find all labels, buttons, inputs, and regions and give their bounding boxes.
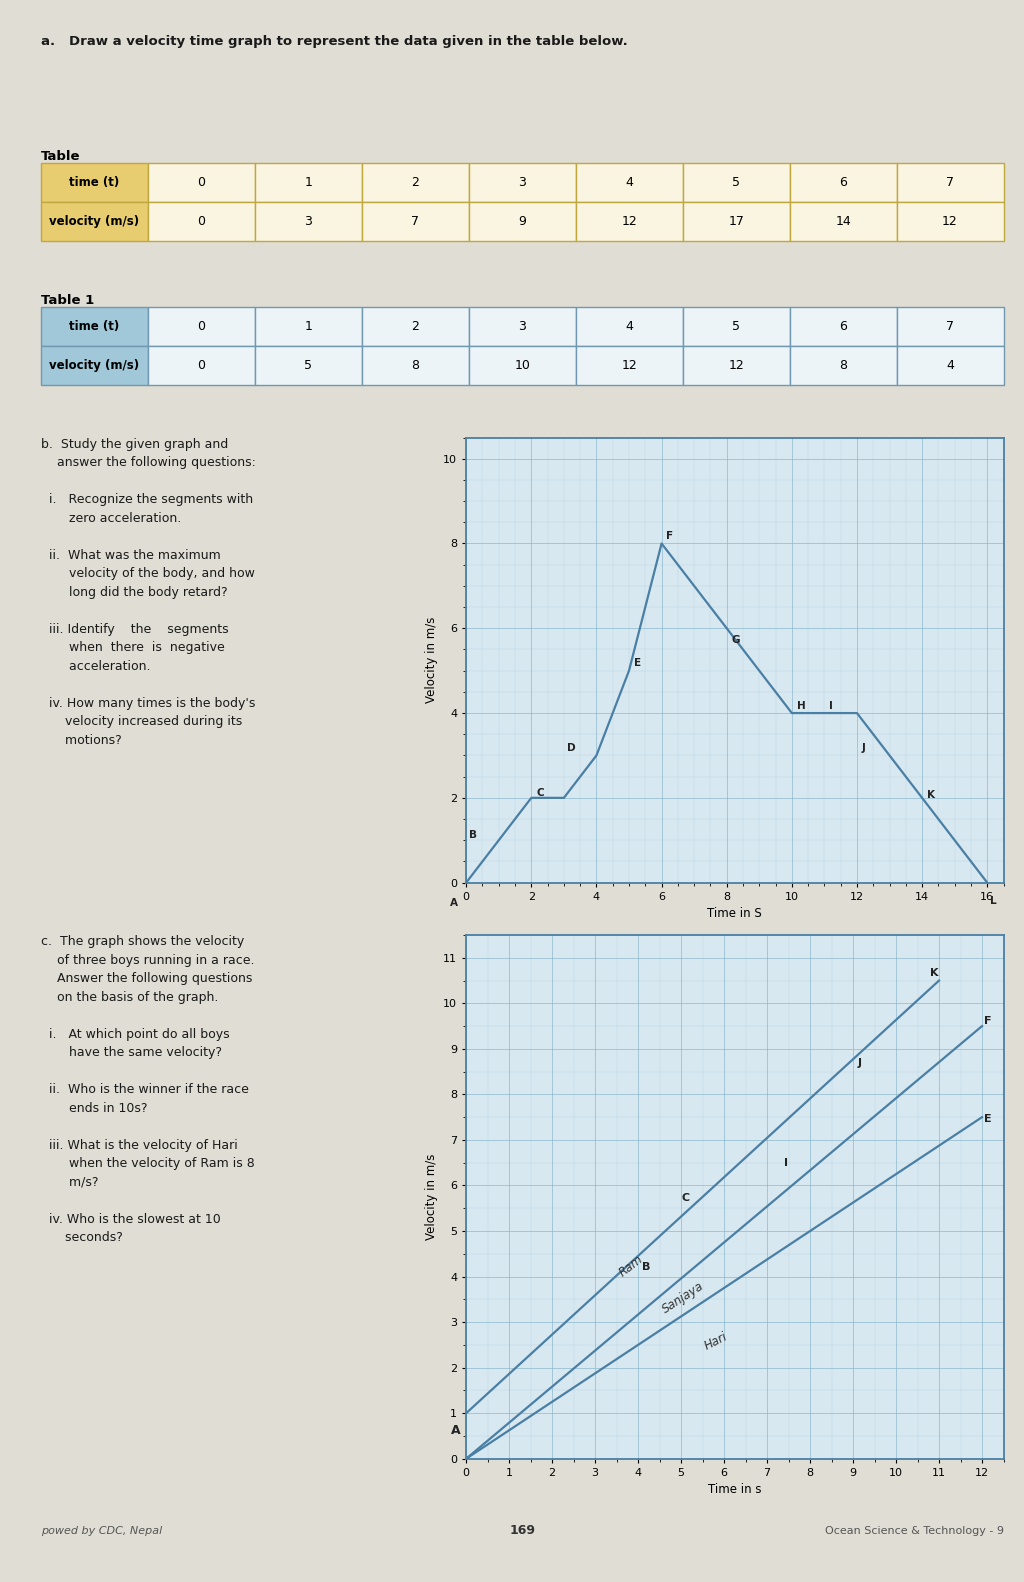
Text: L: L bbox=[990, 895, 997, 906]
Text: K: K bbox=[931, 968, 939, 978]
Text: A: A bbox=[452, 1424, 461, 1436]
Text: a.   Draw a velocity time graph to represent the data given in the table below.: a. Draw a velocity time graph to represe… bbox=[41, 35, 628, 47]
Text: 169: 169 bbox=[509, 1523, 536, 1538]
Text: b.  Study the given graph and
    answer the following questions:

  i.   Recogn: b. Study the given graph and answer the … bbox=[41, 438, 256, 747]
Text: Hari: Hari bbox=[702, 1330, 730, 1353]
Text: F: F bbox=[984, 1016, 991, 1025]
Text: K: K bbox=[927, 789, 935, 800]
Text: G: G bbox=[731, 634, 740, 645]
Text: B: B bbox=[469, 831, 477, 840]
Text: C: C bbox=[537, 788, 544, 797]
Text: Ocean Science & Technology - 9: Ocean Science & Technology - 9 bbox=[824, 1525, 1004, 1536]
Text: Ram: Ram bbox=[616, 1253, 646, 1280]
X-axis label: Time in s: Time in s bbox=[708, 1484, 762, 1497]
Text: Table: Table bbox=[41, 150, 81, 163]
Text: F: F bbox=[667, 532, 674, 541]
Text: C: C bbox=[681, 1193, 689, 1204]
Y-axis label: Velocity in m/s: Velocity in m/s bbox=[425, 617, 437, 704]
Text: Sanjaya: Sanjaya bbox=[659, 1280, 707, 1316]
X-axis label: Time in S: Time in S bbox=[708, 906, 762, 921]
Text: H: H bbox=[797, 701, 806, 710]
Text: powed by CDC, Nepal: powed by CDC, Nepal bbox=[41, 1525, 162, 1536]
Text: D: D bbox=[567, 744, 575, 753]
Text: E: E bbox=[984, 1114, 992, 1123]
Text: c.  The graph shows the velocity
    of three boys running in a race.
    Answer: c. The graph shows the velocity of three… bbox=[41, 935, 255, 1243]
Text: A: A bbox=[450, 899, 458, 908]
Y-axis label: Velocity in m/s: Velocity in m/s bbox=[425, 1153, 437, 1240]
Text: J: J bbox=[857, 1058, 861, 1068]
Text: I: I bbox=[784, 1158, 788, 1168]
Text: J: J bbox=[862, 744, 865, 753]
Text: Table 1: Table 1 bbox=[41, 294, 94, 307]
Text: B: B bbox=[642, 1261, 651, 1272]
Text: I: I bbox=[829, 701, 834, 710]
Text: E: E bbox=[634, 658, 641, 669]
